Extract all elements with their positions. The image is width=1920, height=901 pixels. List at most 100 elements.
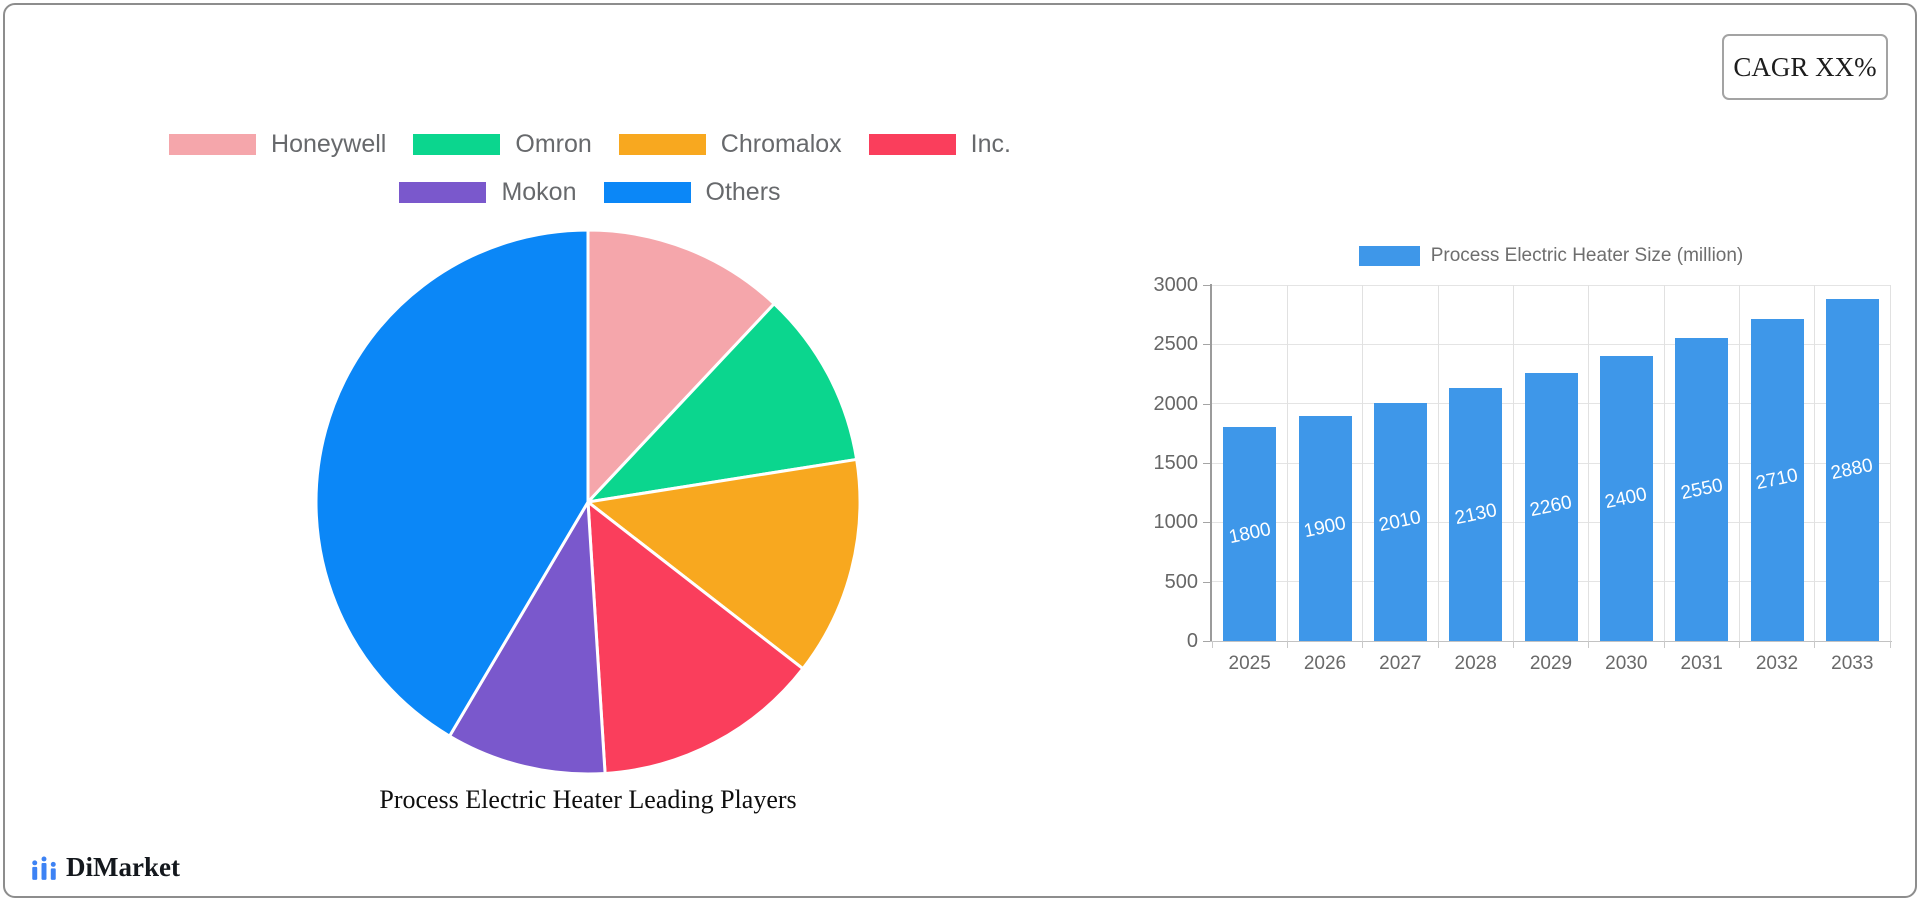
legend-item-label: Honeywell <box>271 130 387 158</box>
bar-2028: 2130 <box>1449 388 1503 641</box>
x-tick-mark <box>1889 641 1891 648</box>
bar-chart-plot: 1800 1900 2010 2130 2260 2400 2550 2710 2880 <box>1210 284 1892 642</box>
x-tick-label: 2032 <box>1755 653 1799 674</box>
pie-slice-omron <box>586 302 859 504</box>
legend-item: Mokon <box>399 178 577 207</box>
legend-item: Chromalox <box>618 130 842 159</box>
cagr-label: CAGR XX% <box>1733 51 1877 82</box>
bar-2033: 2880 <box>1825 299 1879 641</box>
legend-swatch <box>413 134 501 155</box>
pie-legend-row: Honeywell Omron Chromalox Inc. <box>169 130 1011 159</box>
gridline-vertical <box>1512 285 1514 641</box>
y-tick-mark <box>1203 581 1210 583</box>
gridline-horizontal <box>1212 343 1890 345</box>
pie-slice-honeywell <box>586 228 776 504</box>
gridline-vertical <box>1814 285 1816 641</box>
y-tick-label: 3000 <box>1153 274 1199 296</box>
legend-swatch <box>868 134 956 155</box>
y-tick-label: 2500 <box>1153 333 1199 356</box>
x-tick-mark <box>1211 641 1213 648</box>
gridline-horizontal <box>1212 284 1890 286</box>
gridline-vertical <box>1663 285 1665 641</box>
x-tick-mark <box>1663 641 1665 648</box>
x-axis-line <box>1210 641 1892 642</box>
pie-slice-others <box>314 228 590 738</box>
y-tick-label: 2000 <box>1153 392 1199 415</box>
x-tick-mark <box>1588 641 1590 648</box>
cagr-badge: CAGR XX% <box>1722 34 1888 100</box>
bar-legend-label: Process Electric Heater Size (million) <box>1430 245 1744 266</box>
gridline-vertical <box>1362 285 1364 641</box>
gridline-vertical <box>1286 285 1288 641</box>
x-tick-label: 2031 <box>1680 653 1723 674</box>
y-tick-mark <box>1203 403 1210 405</box>
brand-logo: DiMarket <box>30 852 180 883</box>
pie-chart-title: Process Electric Heater Leading Players <box>379 785 797 814</box>
pie-slice-inc <box>586 500 805 775</box>
pie-legend-row: Mokon Others <box>399 178 781 207</box>
y-tick-mark <box>1203 522 1210 524</box>
bar-value-label: 2710 <box>1754 465 1800 495</box>
y-tick-label: 1000 <box>1153 511 1199 534</box>
legend-swatch <box>399 182 487 203</box>
bar-2031: 2550 <box>1675 338 1729 641</box>
x-tick-mark <box>1814 641 1816 648</box>
legend-item-label: Omron <box>515 130 592 158</box>
x-tick-mark <box>1362 641 1364 648</box>
y-tick-mark <box>1203 285 1210 286</box>
y-tick-mark <box>1203 463 1210 464</box>
y-tick-label: 1500 <box>1153 452 1199 474</box>
brand-name: DiMarket <box>66 852 180 882</box>
y-tick-mark <box>1203 641 1210 642</box>
bar-value-label: 2550 <box>1678 474 1725 504</box>
x-tick-label: 2025 <box>1228 653 1271 674</box>
bar-value-label: 2130 <box>1452 499 1499 529</box>
x-tick-label: 2029 <box>1529 653 1573 674</box>
bar-2030: 2400 <box>1599 356 1653 641</box>
legend-item: Honeywell <box>169 130 386 159</box>
x-tick-label: 2033 <box>1831 653 1874 674</box>
x-tick-label: 2027 <box>1379 653 1422 674</box>
bar-2027: 2010 <box>1373 402 1427 641</box>
legend-item-label: Others <box>705 178 781 206</box>
pie-slice-mokon <box>448 500 607 776</box>
bar-value-label: 2400 <box>1603 483 1650 513</box>
bar-value-label: 1800 <box>1226 519 1273 549</box>
legend-item-label: Mokon <box>501 178 577 206</box>
legend-item-label: Inc. <box>970 130 1011 158</box>
pie-chart <box>314 228 862 776</box>
bar-value-label: 2880 <box>1829 454 1876 485</box>
y-tick-mark <box>1203 344 1210 346</box>
bar-value-label: 2010 <box>1377 506 1424 536</box>
legend-item-label: Chromalox <box>720 130 842 158</box>
bar-value-label: 1900 <box>1302 513 1348 543</box>
legend-swatch <box>618 134 706 155</box>
pie-slice-chromalox <box>586 457 862 671</box>
bar-chart-logo-icon <box>32 855 56 880</box>
bar-2025: 1800 <box>1223 427 1277 641</box>
x-tick-mark <box>1286 641 1288 648</box>
x-tick-label: 2026 <box>1303 653 1347 674</box>
x-tick-mark <box>1738 641 1740 648</box>
bar-value-label: 2260 <box>1528 491 1574 522</box>
y-tick-label: 0 <box>1186 630 1198 652</box>
gridline-vertical <box>1889 285 1891 641</box>
pie-legend: Honeywell Omron Chromalox Inc. Mokon Others <box>90 130 1090 207</box>
gridline-vertical <box>1738 285 1740 641</box>
gridline-vertical <box>1437 285 1439 641</box>
legend-swatch <box>603 182 691 203</box>
y-axis-line <box>1210 284 1212 642</box>
bar-2026: 1900 <box>1298 415 1352 641</box>
x-tick-label: 2030 <box>1605 653 1648 674</box>
gridline-vertical <box>1588 285 1590 641</box>
legend-item: Inc. <box>868 130 1011 159</box>
legend-swatch <box>169 134 257 155</box>
x-tick-mark <box>1437 641 1439 648</box>
bar-legend: Process Electric Heater Size (million) <box>1212 245 1890 267</box>
x-tick-mark <box>1512 641 1514 648</box>
bar-2032: 2710 <box>1750 319 1804 641</box>
legend-item: Omron <box>413 130 592 159</box>
bar-legend-swatch <box>1358 246 1420 266</box>
legend-item: Others <box>603 178 781 207</box>
x-tick-label: 2028 <box>1454 653 1497 674</box>
